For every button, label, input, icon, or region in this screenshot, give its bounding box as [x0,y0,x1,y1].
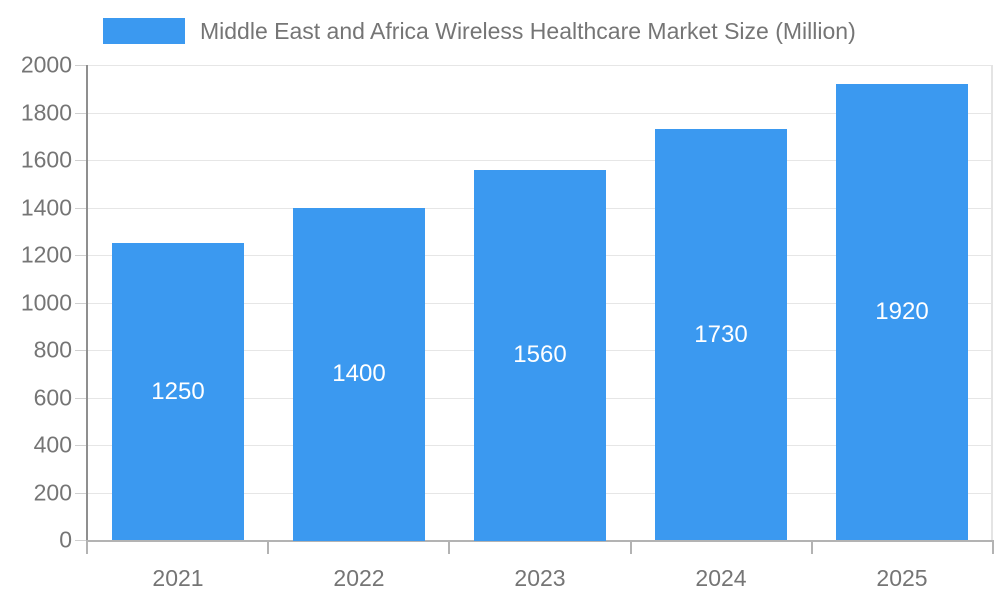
y-axis-label: 2000 [20,51,72,78]
y-axis-label: 0 [59,526,72,553]
x-axis-label: 2021 [152,565,204,591]
plot-right-border [991,65,993,540]
y-axis-label: 1000 [20,289,72,316]
bar-value-label: 1560 [513,341,567,368]
x-axis-label: 2023 [514,565,566,591]
y-axis-line [86,65,88,554]
bar-value-label: 1400 [332,360,386,387]
y-axis-label: 600 [33,384,72,411]
legend-swatch-icon [103,18,185,44]
y-axis-tick [75,65,87,66]
x-axis-tick [811,540,813,554]
legend-label: Middle East and Africa Wireless Healthca… [200,17,856,44]
y-axis-label: 1400 [20,194,72,221]
bar-value-label: 1920 [875,298,929,325]
x-axis-label: 2024 [695,565,747,591]
y-axis-tick [75,398,87,399]
x-axis-tick [992,540,994,554]
y-axis-tick [75,540,87,541]
y-axis-label: 800 [33,336,72,363]
x-axis-tick [448,540,450,554]
bar-2025 [836,84,968,540]
bar-2023 [474,170,606,541]
legend-item[interactable]: Middle East and Africa Wireless Healthca… [103,18,856,44]
y-axis-label: 1800 [20,99,72,126]
y-axis-tick [75,350,87,351]
gridline [87,65,993,66]
y-axis-tick [75,445,87,446]
y-axis-tick [75,208,87,209]
bar-value-label: 1250 [151,378,205,405]
y-axis-tick [75,303,87,304]
y-axis-label: 200 [33,479,72,506]
y-axis-tick [75,493,87,494]
y-axis-label: 1200 [20,241,72,268]
x-axis-tick [630,540,632,554]
y-axis-tick [75,255,87,256]
x-axis-label: 2022 [333,565,385,591]
bar-value-label: 1730 [694,321,748,348]
y-axis-tick [75,160,87,161]
y-axis-label: 1600 [20,146,72,173]
y-axis-label: 400 [33,431,72,458]
y-axis-tick [75,113,87,114]
bar-2022 [293,208,425,541]
bar-2021 [112,243,244,540]
x-axis-tick [267,540,269,554]
bar-2024 [655,129,787,540]
x-axis-line [87,540,993,542]
gridline [87,113,993,114]
x-axis-tick [86,540,88,554]
x-axis-label: 2025 [876,565,928,591]
gridline [87,160,993,161]
